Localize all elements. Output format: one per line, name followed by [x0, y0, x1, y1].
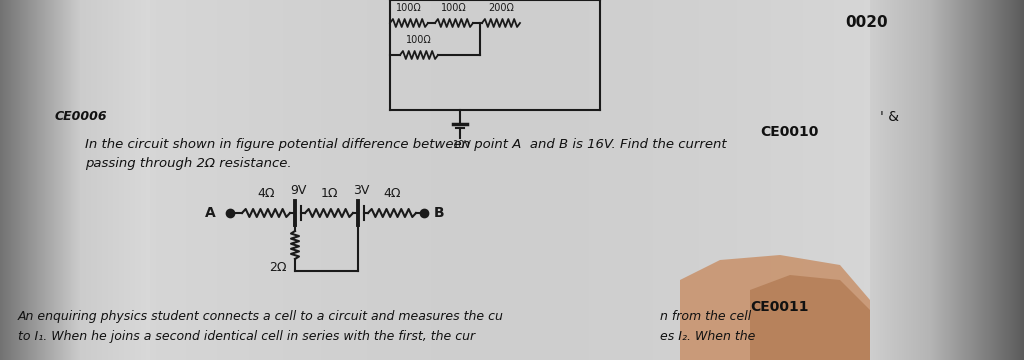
- Text: CE0010: CE0010: [760, 125, 818, 139]
- Text: 3V: 3V: [353, 184, 370, 197]
- Text: 200Ω: 200Ω: [488, 3, 514, 13]
- Text: A: A: [205, 206, 216, 220]
- Text: In the circuit shown in figure potential difference between point A  and B is 16: In the circuit shown in figure potential…: [85, 138, 727, 151]
- Text: 100Ω: 100Ω: [441, 3, 467, 13]
- Text: CE0006: CE0006: [55, 110, 108, 123]
- Text: 2Ω: 2Ω: [269, 261, 287, 274]
- Text: passing through 2Ω resistance.: passing through 2Ω resistance.: [85, 157, 292, 170]
- Polygon shape: [750, 275, 870, 360]
- Text: 100Ω: 100Ω: [407, 35, 432, 45]
- Text: es I₂. When the: es I₂. When the: [660, 330, 756, 343]
- Text: 100Ω: 100Ω: [396, 3, 422, 13]
- Text: 0020: 0020: [845, 15, 888, 30]
- Text: 4Ω: 4Ω: [383, 187, 400, 200]
- Text: An enquiring physics student connects a cell to a circuit and measures the cu: An enquiring physics student connects a …: [18, 310, 504, 323]
- Text: 1Ω: 1Ω: [321, 187, 338, 200]
- Text: 9V: 9V: [290, 184, 306, 197]
- Text: n from the cell: n from the cell: [660, 310, 752, 323]
- Polygon shape: [680, 255, 870, 360]
- Text: 10V: 10V: [453, 140, 471, 150]
- Text: 4Ω: 4Ω: [257, 187, 274, 200]
- Text: B: B: [434, 206, 444, 220]
- Text: to I₁. When he joins a second identical cell in series with the first, the cur: to I₁. When he joins a second identical …: [18, 330, 475, 343]
- Text: ' &: ' &: [880, 110, 899, 124]
- Text: CE0011: CE0011: [750, 300, 809, 314]
